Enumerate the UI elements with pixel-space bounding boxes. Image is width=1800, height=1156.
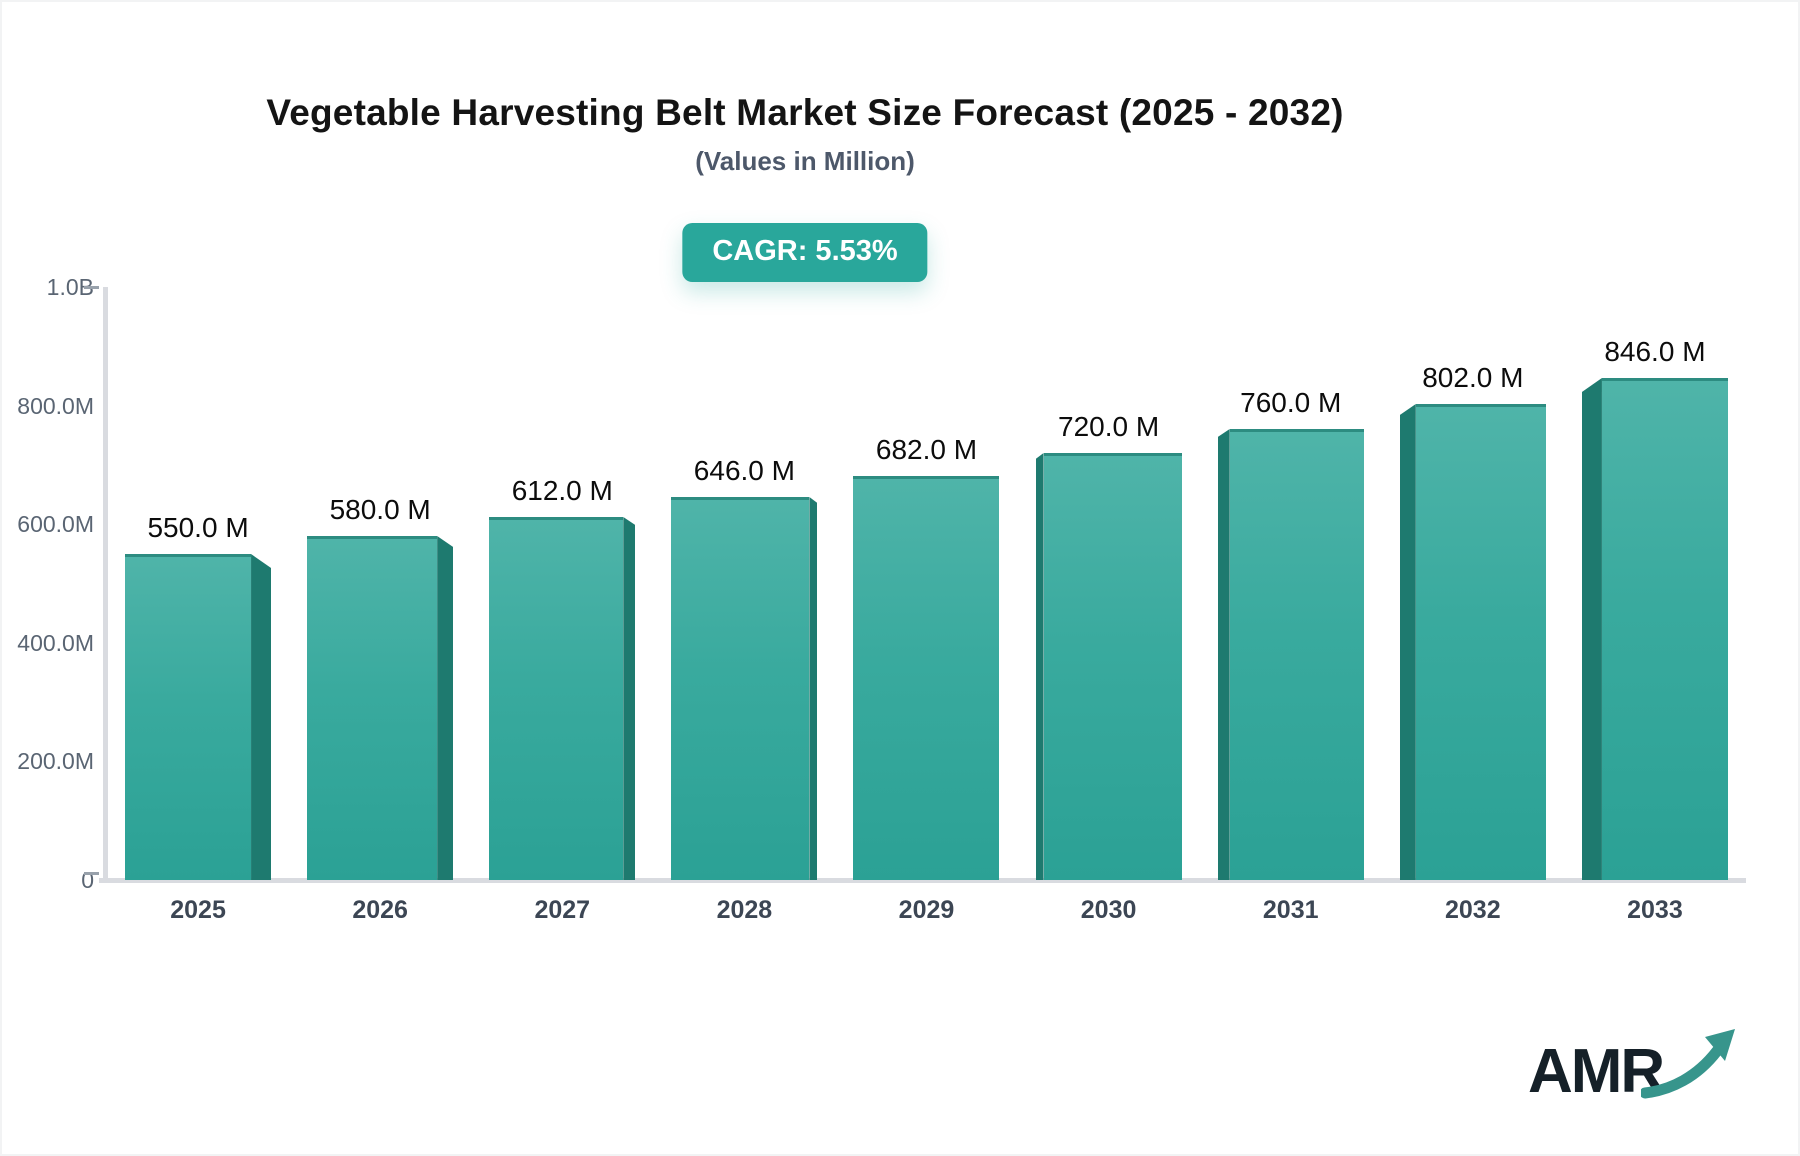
x-tick-label: 2033 [1627,896,1683,924]
bar-3d-shadow [809,497,818,880]
bar-3d-shadow [1217,429,1230,880]
chart-subtitle: (Values in Million) [695,146,915,176]
bar-3d-shadow [1399,404,1416,880]
bar-group-2025: 550.0 M [107,287,289,880]
x-axis-labels: 2025 2026 2027 2028 2029 2030 2031 2032 … [107,896,1746,925]
bar-face [1601,378,1728,880]
bar-2031 [1217,429,1364,880]
bar-face [1229,429,1364,880]
bar-group-2027: 612.0 M [471,287,653,880]
bar-group-2029: 682.0 M [835,287,1017,880]
bar-2032 [1399,404,1546,880]
growth-arrow-icon [1641,1028,1736,1098]
x-axis-line [99,878,1746,883]
x-tick-label: 2026 [352,896,408,924]
bar-group-2028: 646.0 M [653,287,835,880]
y-tick-label: 200.0M [17,748,94,774]
y-tick-label: 400.0M [17,630,94,656]
bar-2030 [1035,453,1182,880]
bar-value-label: 580.0 M [329,494,431,525]
x-tick-label: 2028 [716,896,773,924]
bar-group-2033: 846.0 M [1564,287,1746,880]
x-tick-label: 2032 [1445,896,1501,924]
bar-2027 [489,517,636,880]
y-tick-label: 0 [81,867,94,893]
bar-face [1043,453,1182,880]
x-tick-label: 2030 [1080,896,1137,924]
bar-value-label: 760.0 M [1240,387,1342,418]
bar-2026 [307,536,454,880]
plot-area: 550.0 M 580.0 M 612.0 M 646.0 M 682.0 M … [107,287,1746,880]
bar-group-2032: 802.0 M [1382,287,1564,880]
bar-group-2026: 580.0 M [289,287,471,880]
bar-value-label: 682.0 M [875,434,978,465]
chart-title: Vegetable Harvesting Belt Market Size Fo… [266,92,1344,133]
bar-group-2030: 720.0 M [1018,287,1200,880]
x-tick-label: 2025 [170,896,226,924]
bar-face [307,536,438,880]
bar-3d-shadow [1581,378,1602,880]
bar-value-label: 646.0 M [693,455,795,486]
bar-face [853,476,1000,880]
bar-2029 [853,476,1000,880]
bar-face [1415,404,1546,880]
y-tick-label: 600.0M [17,511,94,537]
x-tick-label: 2029 [898,896,955,924]
cagr-badge: CAGR: 5.53% [682,223,928,282]
bar-group-2031: 760.0 M [1200,287,1382,880]
bar-3d-shadow [1035,453,1044,880]
y-axis-tick-mark [84,872,99,875]
amr-logo: AMR [1528,1028,1737,1107]
bar-value-label: 550.0 M [147,512,249,543]
y-axis-tick-mark [84,286,99,289]
bar-value-label: 846.0 M [1604,336,1706,367]
bar-3d-shadow [623,517,636,880]
bar-value-label: 612.0 M [511,475,613,506]
bar-face [671,497,810,880]
bar-2028 [671,497,818,880]
bar-value-label: 720.0 M [1058,411,1160,442]
bar-2025 [125,554,272,880]
bar-face [489,517,624,880]
x-tick-label: 2031 [1262,896,1319,924]
bar-3d-shadow [251,554,272,880]
y-tick-label: 1.0B [46,274,94,300]
x-tick-label: 2027 [534,896,591,924]
bar-3d-shadow [437,536,454,880]
bar-2033 [1581,378,1728,880]
y-axis-line [103,287,108,880]
y-tick-label: 800.0M [17,393,94,419]
bar-face [125,554,252,880]
bar-value-label: 802.0 M [1422,362,1524,393]
